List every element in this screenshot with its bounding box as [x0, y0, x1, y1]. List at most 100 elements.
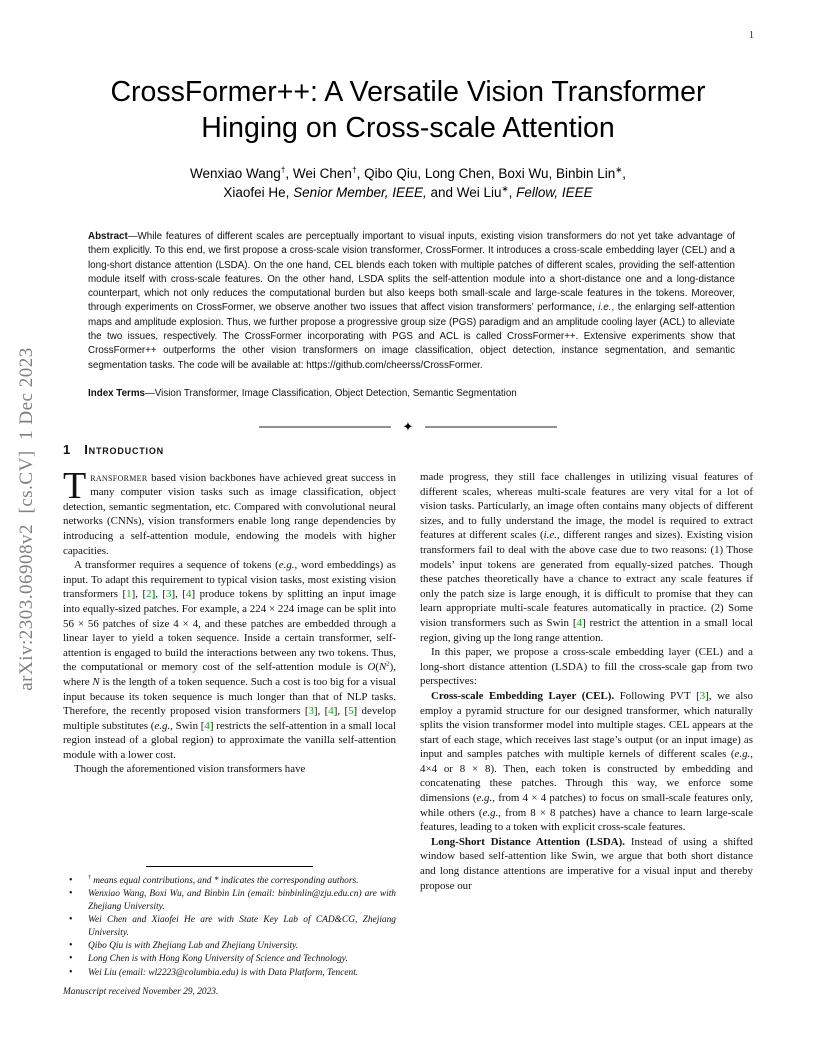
- text-segment: Wei Chen and Xiaofei He are with State K…: [88, 915, 396, 938]
- text-segment: Wenxiao Wang: [189, 166, 281, 181]
- text-segment: Though the aforementioned vision transfo…: [74, 763, 306, 776]
- text-segment: Wei Liu (email: wl2223@columbia.edu) is …: [88, 967, 359, 978]
- citation-link[interactable]: 3: [699, 689, 706, 702]
- text-segment: ], [: [313, 705, 329, 718]
- text-segment: N: [379, 661, 387, 674]
- text-segment: , 4×4 or 8 × 8). Then, each token is con…: [420, 748, 753, 805]
- text-segment: Instead of using a shifted window based …: [420, 835, 753, 892]
- text-segment: e.g.: [476, 792, 493, 805]
- section-title: Introduction: [84, 442, 164, 457]
- text-segment: ] develop multiple substitutes (: [63, 705, 397, 732]
- footnote-item: Qibo Qiu is with Zhejiang Lab and Zhejia…: [63, 940, 396, 953]
- text-segment: ), where: [63, 661, 396, 688]
- text-segment: made progress, they still face challenge…: [420, 471, 753, 542]
- citation-link[interactable]: 4: [204, 719, 210, 732]
- text-segment: , Qibo Qiu, Long Chen, Boxi Wu, Binbin L…: [356, 166, 616, 181]
- text-segment: Senior Member, IEEE,: [293, 185, 427, 200]
- footnote-item: † means equal contributions, and * indic…: [63, 874, 396, 888]
- text-segment: Long-Short Distance Attention (LSDA).: [431, 835, 626, 848]
- citation-link[interactable]: 3: [308, 705, 314, 718]
- intro-paragraph-6: Cross-scale Embedding Layer (CEL). Follo…: [420, 689, 753, 835]
- text-segment: , from 4 × 4 patches) to focus on small-…: [420, 792, 753, 819]
- text-segment: e.g.: [278, 559, 295, 572]
- intro-paragraph-5: In this paper, we propose a cross-scale …: [420, 645, 753, 689]
- text-segment: Xiaofei He,: [223, 185, 294, 200]
- text-segment: A transformer requires a sequence of tok…: [74, 559, 279, 572]
- text-segment: , word embeddings) as input. To adapt th…: [63, 559, 396, 601]
- citation-link[interactable]: 3: [166, 588, 172, 601]
- footnote-item: Wei Chen and Xiaofei He are with State K…: [63, 914, 396, 939]
- text-segment: 2: [386, 660, 390, 668]
- text-segment: Qibo Qiu is with Zhejiang Lab and Zhejia…: [88, 941, 299, 952]
- text-segment: , Swin [: [170, 719, 205, 732]
- paper-title: CrossFormer++: A Versatile Vision Transf…: [0, 74, 816, 146]
- footnote-item: Long Chen is with Hong Kong University o…: [63, 953, 396, 966]
- section-1-heading: 1 Introduction: [63, 442, 396, 458]
- text-segment: ], [: [171, 588, 186, 601]
- text-segment: Following PVT [: [614, 689, 700, 702]
- abstract-block: Abstract—While features of different sca…: [88, 230, 735, 401]
- text-segment: O: [367, 661, 376, 674]
- text-segment: ,: [508, 185, 517, 200]
- text-segment: ,: [622, 166, 627, 181]
- text-segment: T: [63, 464, 87, 507]
- citation-link[interactable]: 5: [348, 705, 354, 718]
- text-segment: Cross-scale Embedding Layer (CEL).: [431, 689, 615, 702]
- text-segment: e.g.: [734, 748, 751, 761]
- text-segment: †: [88, 874, 91, 881]
- text-segment: e.g.: [482, 806, 499, 819]
- text-segment: is the length of a token sequence. Such …: [63, 675, 397, 718]
- text-segment: ], [: [333, 705, 349, 718]
- text-segment: e.g.: [154, 719, 171, 732]
- separator-rule-right: [425, 425, 558, 428]
- text-segment: ∗: [501, 183, 509, 194]
- citation-link[interactable]: 2: [146, 588, 152, 601]
- text-segment: based vision backbones have achieved gre…: [63, 471, 396, 557]
- arxiv-identifier-strip: arXiv:2303.06908v2 [cs.CV] 1 Dec 2023: [16, 347, 37, 691]
- paper-title-line1: CrossFormer++: A Versatile Vision Transf…: [110, 76, 706, 108]
- section-number: 1: [63, 442, 71, 457]
- text-segment: i.e.: [543, 529, 557, 542]
- citation-link[interactable]: 4: [328, 705, 334, 718]
- text-segment: ransformer: [90, 471, 148, 484]
- text-segment: Fellow, IEEE: [516, 185, 593, 200]
- manuscript-received-note: Manuscript received November 29, 2023.: [63, 987, 219, 998]
- intro-paragraph-2: A transformer requires a sequence of tok…: [63, 558, 396, 762]
- text-segment: , different ranges and sizes). Existing …: [420, 529, 753, 629]
- text-segment: †: [280, 164, 286, 175]
- text-segment: N: [92, 675, 100, 688]
- citation-link[interactable]: 4: [185, 588, 192, 601]
- footnote-item: Wei Liu (email: wl2223@columbia.edu) is …: [63, 967, 396, 980]
- footnote-rule: [146, 866, 313, 867]
- paper-title-line2: Hinging on Cross-scale Attention: [201, 112, 615, 144]
- citation-link[interactable]: 4: [576, 616, 582, 629]
- text-segment: , the enlarging self-attention maps and …: [88, 302, 735, 371]
- intro-paragraph-4: made progress, they still face challenge…: [420, 470, 753, 645]
- text-segment: Abstract: [88, 231, 128, 242]
- text-segment: Index Terms: [88, 387, 145, 399]
- text-segment: (: [375, 661, 379, 674]
- text-segment: means equal contributions, and * indicat…: [90, 876, 359, 886]
- text-segment: —While features of different scales are …: [88, 231, 735, 314]
- text-segment: ] produce tokens by splitting an input i…: [63, 588, 396, 674]
- text-segment: ] restricts the self-attention in a smal…: [63, 719, 397, 761]
- right-column: made progress, they still face challenge…: [420, 470, 753, 893]
- text-segment: In this paper, we propose a cross-scale …: [420, 646, 753, 688]
- text-segment: i.e.: [598, 302, 612, 314]
- text-segment: Wenxiao Wang, Boxi Wu, and Binbin Lin (e…: [88, 889, 396, 912]
- footnote-item: Wenxiao Wang, Boxi Wu, and Binbin Lin (e…: [63, 888, 396, 913]
- author-line-1: Wenxiao Wang†, Wei Chen†, Qibo Qiu, Long…: [0, 164, 816, 183]
- diamond-icon: ✦: [402, 419, 414, 434]
- page-number: 1: [749, 30, 754, 41]
- footnote-block: † means equal contributions, and * indic…: [63, 866, 396, 999]
- author-list: Wenxiao Wang†, Wei Chen†, Qibo Qiu, Long…: [0, 164, 816, 202]
- citation-link[interactable]: 1: [126, 588, 132, 601]
- section-separator: ✦: [0, 420, 816, 433]
- text-segment: †: [351, 164, 357, 175]
- index-terms: Index Terms—Vision Transformer, Image Cl…: [88, 387, 735, 401]
- text-segment: ] restrict the attention in a small loca…: [420, 616, 753, 644]
- text-segment: and Wei Liu: [426, 185, 502, 200]
- footnote-list: † means equal contributions, and * indic…: [63, 874, 396, 980]
